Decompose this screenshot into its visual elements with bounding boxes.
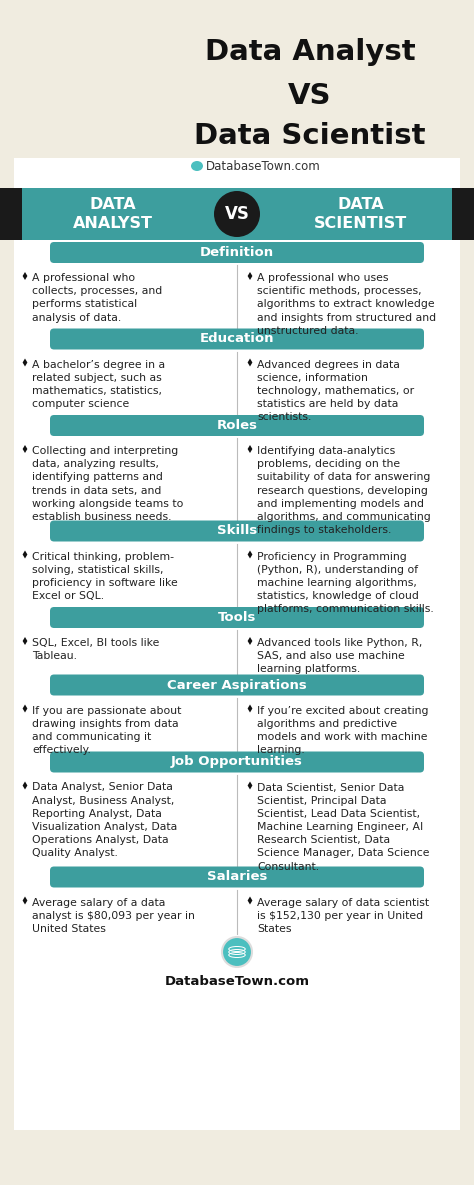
Polygon shape [247, 273, 252, 280]
FancyBboxPatch shape [50, 415, 424, 436]
Text: Average salary of data scientist
is $152,130 per year in United
States: Average salary of data scientist is $152… [257, 897, 429, 934]
Polygon shape [247, 638, 252, 645]
Polygon shape [23, 551, 27, 558]
Text: Tools: Tools [218, 611, 256, 624]
Text: Critical thinking, problem-
solving, statistical skills,
proficiency in software: Critical thinking, problem- solving, sta… [32, 551, 178, 601]
Text: Skills: Skills [217, 525, 257, 538]
Text: Average salary of a data
analyst is $80,093 per year in
United States: Average salary of a data analyst is $80,… [32, 897, 195, 934]
Bar [22, 188, 452, 241]
Ellipse shape [191, 161, 203, 171]
FancyBboxPatch shape [50, 866, 424, 888]
Polygon shape [23, 705, 27, 712]
Polygon shape [23, 638, 27, 645]
Polygon shape [23, 273, 27, 280]
Text: DATA
SCIENTIST: DATA SCIENTIST [314, 197, 408, 231]
Polygon shape [23, 897, 27, 904]
Bar [0, 188, 22, 241]
Polygon shape [23, 446, 27, 453]
FancyBboxPatch shape [50, 242, 424, 263]
Bar [452, 188, 474, 241]
FancyBboxPatch shape [50, 520, 424, 542]
Text: DatabaseTown.com: DatabaseTown.com [164, 975, 310, 988]
Text: VS: VS [225, 205, 249, 223]
Text: DatabaseTown.com: DatabaseTown.com [206, 160, 321, 173]
Polygon shape [23, 781, 27, 789]
Text: DATA
ANALYST: DATA ANALYST [73, 197, 153, 231]
Polygon shape [23, 359, 27, 366]
Text: Data Scientist, Senior Data
Scientist, Principal Data
Scientist, Lead Data Scien: Data Scientist, Senior Data Scientist, P… [257, 782, 429, 872]
Bar [14, 158, 460, 1130]
FancyBboxPatch shape [50, 751, 424, 773]
Text: Identifying data-analytics
problems, deciding on the
suitability of data for ans: Identifying data-analytics problems, dec… [257, 446, 431, 536]
Polygon shape [247, 781, 252, 789]
Text: Proficiency in Programming
(Python, R), understanding of
machine learning algori: Proficiency in Programming (Python, R), … [257, 551, 434, 614]
Text: Data Analyst: Data Analyst [205, 38, 415, 66]
Polygon shape [247, 897, 252, 904]
FancyBboxPatch shape [50, 607, 424, 628]
Text: Advanced degrees in data
science, information
technology, mathematics, or
statis: Advanced degrees in data science, inform… [257, 359, 414, 422]
Polygon shape [247, 705, 252, 712]
FancyBboxPatch shape [50, 674, 424, 696]
Text: Data Scientist: Data Scientist [194, 122, 426, 150]
Circle shape [222, 937, 252, 967]
Text: Job Opportunities: Job Opportunities [171, 756, 303, 769]
Circle shape [214, 191, 260, 237]
Text: If you are passionate about
drawing insights from data
and communicating it
effe: If you are passionate about drawing insi… [32, 705, 182, 755]
Text: Collecting and interpreting
data, analyzing results,
identifying patterns and
tr: Collecting and interpreting data, analyz… [32, 446, 183, 523]
Text: Salaries: Salaries [207, 871, 267, 884]
Text: VS: VS [288, 82, 332, 110]
Text: SQL, Excel, BI tools like
Tableau.: SQL, Excel, BI tools like Tableau. [32, 638, 159, 661]
Text: Data Analyst, Senior Data
Analyst, Business Analyst,
Reporting Analyst, Data
Vis: Data Analyst, Senior Data Analyst, Busin… [32, 782, 177, 858]
FancyBboxPatch shape [50, 328, 424, 350]
Polygon shape [247, 551, 252, 558]
Text: A professional who uses
scientific methods, processes,
algorithms to extract kno: A professional who uses scientific metho… [257, 273, 436, 335]
Text: Definition: Definition [200, 246, 274, 260]
Text: A professional who
collects, processes, and
performs statistical
analysis of dat: A professional who collects, processes, … [32, 273, 162, 322]
Text: Career Aspirations: Career Aspirations [167, 679, 307, 692]
Text: A bachelor’s degree in a
related subject, such as
mathematics, statistics,
compu: A bachelor’s degree in a related subject… [32, 359, 165, 409]
Polygon shape [247, 446, 252, 453]
Text: If you’re excited about creating
algorithms and predictive
models and work with : If you’re excited about creating algorit… [257, 705, 428, 755]
Polygon shape [247, 359, 252, 366]
Text: Roles: Roles [217, 419, 257, 433]
Text: Education: Education [200, 333, 274, 346]
Text: Advanced tools like Python, R,
SAS, and also use machine
learning platforms.: Advanced tools like Python, R, SAS, and … [257, 638, 422, 674]
